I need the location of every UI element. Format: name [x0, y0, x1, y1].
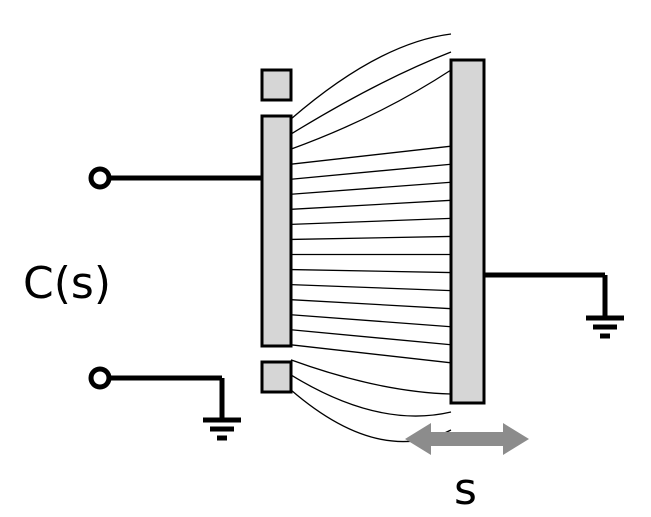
- capacitor-diagram: [0, 0, 651, 512]
- field-lines: [291, 34, 451, 442]
- displacement-arrow: [405, 423, 529, 455]
- wires: [108, 178, 605, 420]
- capacitance-label: C(s): [23, 258, 111, 309]
- ground-symbol: [586, 318, 624, 336]
- ground-symbol: [203, 420, 241, 438]
- capacitor-plates: [262, 60, 484, 403]
- displacement-label: s: [454, 464, 477, 515]
